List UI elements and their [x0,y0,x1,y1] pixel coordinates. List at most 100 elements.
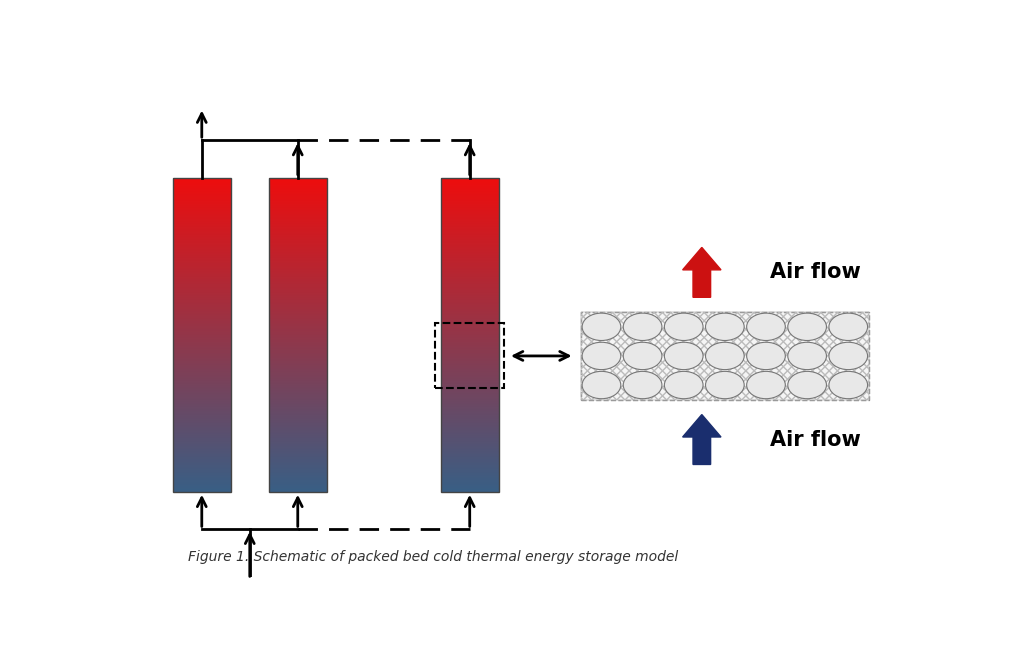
Bar [269,478,326,480]
Bar [269,453,326,454]
Bar [269,302,326,303]
Bar [441,354,498,356]
Bar [269,301,326,302]
Bar [173,295,230,296]
Bar [269,472,326,473]
Bar [173,232,230,233]
Bar [441,476,498,477]
Bar [173,412,230,413]
Bar [441,300,498,301]
Bar [173,302,230,303]
Bar [269,409,326,410]
Ellipse shape [787,371,827,399]
Bar [173,453,230,454]
Bar [441,339,498,340]
Bar [441,178,498,492]
Bar [441,435,498,436]
Bar [441,344,498,345]
Bar [173,283,230,284]
Bar [173,386,230,387]
Bar [269,458,326,459]
Bar [269,186,326,187]
Bar [173,430,230,431]
Bar [269,278,326,279]
Bar [173,186,230,187]
Bar [269,364,326,365]
Bar [269,386,326,387]
Bar [269,435,326,436]
Bar [441,469,498,470]
Bar [269,214,326,215]
Bar [441,347,498,349]
Bar [269,425,326,426]
Bar [441,244,498,246]
Bar [173,476,230,477]
Bar [269,356,326,357]
Bar [173,376,230,378]
Bar [173,434,230,435]
Bar [269,427,326,428]
Bar [441,334,498,335]
Bar [269,444,326,445]
Bar [441,189,498,190]
Bar [269,342,326,343]
Bar [441,291,498,292]
Bar [173,209,230,210]
Bar [173,178,230,492]
Bar [441,378,498,380]
Bar [269,188,326,189]
Bar [269,343,326,344]
Bar [269,226,326,227]
Bar [173,451,230,452]
Bar [441,420,498,421]
Bar [269,385,326,386]
Bar [441,451,498,452]
Bar [269,490,326,491]
Bar [269,239,326,240]
Bar [269,338,326,339]
Bar [269,254,326,255]
Bar [269,294,326,295]
Bar [173,381,230,382]
Bar [269,346,326,347]
Bar [173,280,230,281]
Bar [173,408,230,409]
Bar [173,405,230,406]
Bar [173,185,230,186]
Bar [269,196,326,198]
Bar [441,412,498,413]
Bar [441,228,498,229]
Bar [269,383,326,384]
Bar [269,373,326,375]
Bar [269,358,326,359]
Bar [441,392,498,393]
Bar [269,210,326,211]
Bar [269,178,326,179]
Bar [269,477,326,478]
Bar [269,400,326,402]
Bar [269,312,326,313]
Bar [173,340,230,341]
Bar [173,211,230,212]
Bar [173,256,230,257]
Bar [441,292,498,293]
Bar [173,397,230,398]
Bar [441,187,498,188]
Bar [269,392,326,393]
Bar [269,187,326,188]
Bar [173,275,230,276]
Bar [269,332,326,334]
Ellipse shape [665,371,703,399]
Bar [441,424,498,425]
Bar [441,371,498,373]
Bar [441,385,498,386]
Bar [173,250,230,251]
Bar [173,398,230,399]
Bar [441,458,498,459]
Bar [441,213,498,214]
Bar [441,488,498,489]
Bar [441,246,498,247]
Bar [173,469,230,470]
Bar [173,400,230,402]
Bar [269,255,326,256]
